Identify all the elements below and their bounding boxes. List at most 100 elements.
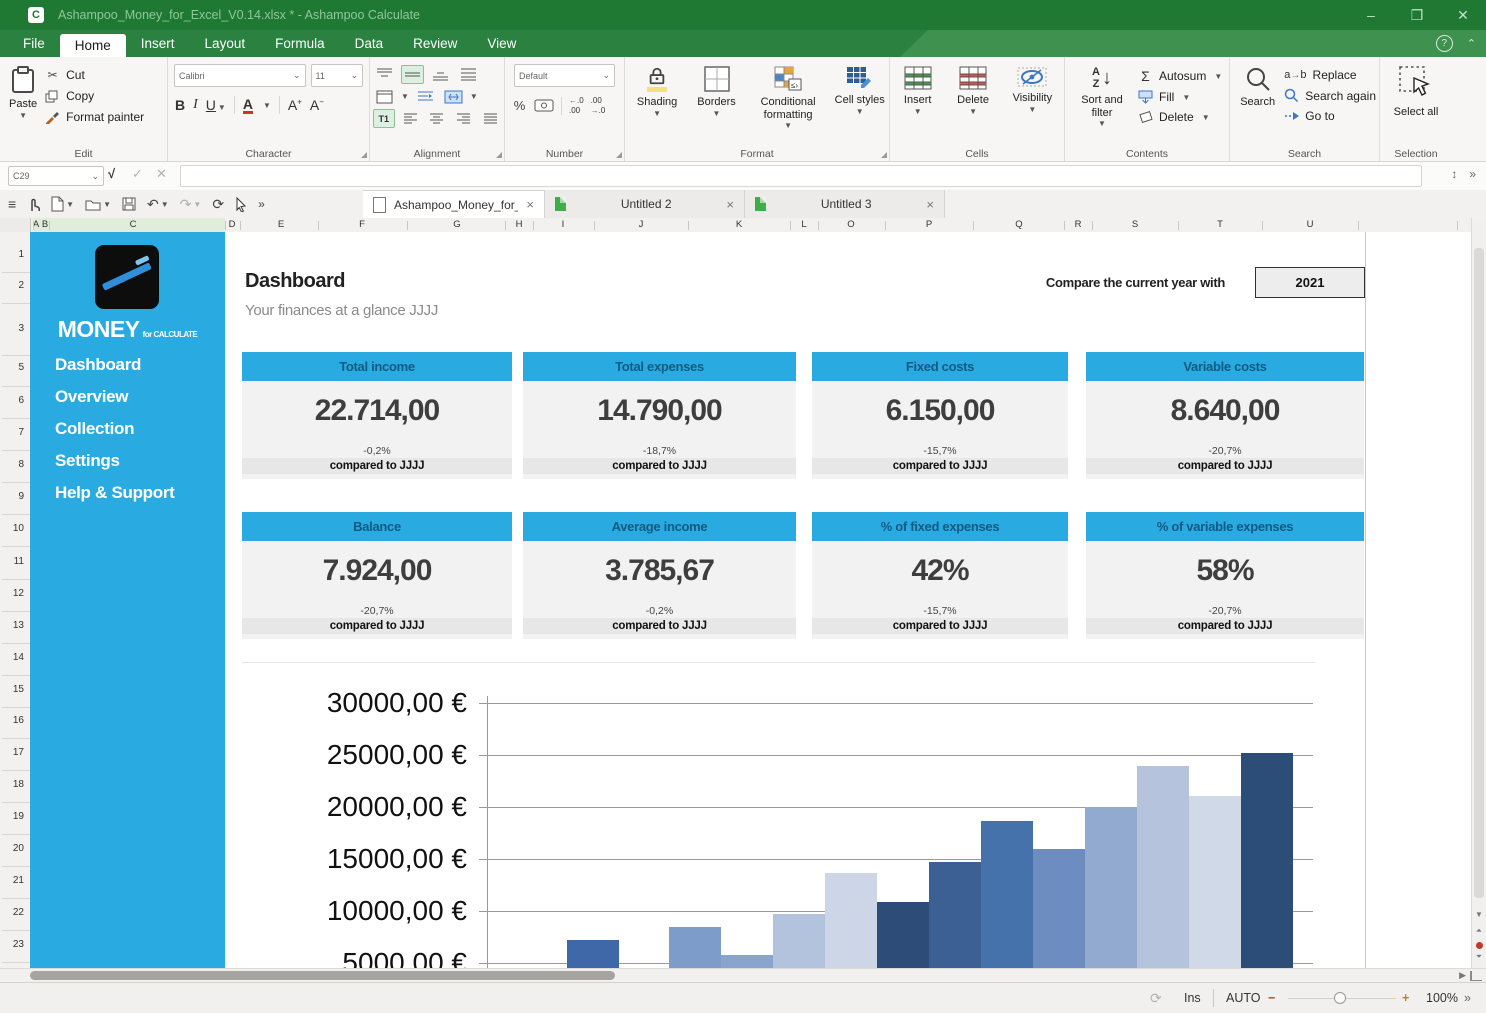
row-header-6[interactable]: 6 [18, 395, 24, 406]
horizontal-scrollbar[interactable]: ▶ [0, 968, 1486, 982]
overflow-icon[interactable]: » [1469, 167, 1476, 181]
save-icon[interactable] [122, 197, 136, 211]
close-tab-icon[interactable]: × [926, 197, 934, 212]
maximize-button[interactable]: ❒ [1394, 0, 1440, 30]
row-header-12[interactable]: 12 [13, 588, 24, 599]
dropdown-caret-icon[interactable]: ▼ [218, 103, 226, 112]
font-size-select[interactable]: 11⌄ [311, 64, 363, 87]
row-header-21[interactable]: 21 [13, 875, 24, 886]
format-frame-icon[interactable] [373, 87, 396, 106]
function-wizard-icon[interactable]: √ [108, 166, 115, 181]
statusbar-overflow-icon[interactable]: » [1464, 983, 1471, 1013]
scroll-right-icon[interactable]: ▶ [1459, 970, 1466, 981]
dropdown-caret-icon[interactable]: ▼ [1202, 113, 1210, 122]
row-header-7[interactable]: 7 [18, 427, 24, 438]
dropdown-caret-icon[interactable]: ▼ [914, 108, 922, 116]
row-header-19[interactable]: 19 [13, 811, 24, 822]
dropdown-caret-icon[interactable]: ▼ [19, 112, 27, 120]
menu-tab-home[interactable]: Home [60, 34, 126, 57]
bold-button[interactable]: B [175, 97, 185, 113]
add-decimal-icon[interactable]: ←.0.00 [569, 96, 584, 115]
zoom-in-button[interactable]: + [1402, 983, 1409, 1013]
scroll-down-icon[interactable]: ▼ [1472, 910, 1486, 919]
collapse-ribbon-icon[interactable]: ⌃ [1467, 37, 1476, 50]
recalculate-icon[interactable]: ⟳ [1150, 983, 1162, 1013]
format-painter-button[interactable]: Format painter [45, 110, 144, 124]
align-middle-icon[interactable] [401, 65, 424, 84]
vertical-scrollbar-thumb[interactable] [1474, 248, 1484, 898]
row-header-14[interactable]: 14 [13, 652, 24, 663]
align-bottom-icon[interactable] [429, 65, 452, 84]
select-all-corner[interactable] [0, 218, 31, 232]
sidebar-item-settings[interactable]: Settings [30, 445, 225, 477]
row-header-13[interactable]: 13 [13, 620, 24, 631]
row-header-1[interactable]: 1 [18, 249, 24, 260]
formula-input[interactable] [180, 165, 1422, 187]
currency-icon[interactable] [534, 99, 554, 112]
dropdown-caret-icon[interactable]: ▼ [856, 108, 864, 116]
help-icon[interactable]: ? [1436, 35, 1453, 52]
dropdown-caret-icon[interactable]: ▼ [653, 110, 661, 118]
cut-button[interactable]: ✂Cut [45, 68, 144, 82]
row-header-10[interactable]: 10 [13, 523, 24, 534]
align-center-icon[interactable] [426, 109, 448, 128]
column-header-o[interactable]: O [847, 219, 854, 230]
horizontal-scrollbar-thumb[interactable] [30, 971, 615, 980]
column-header-s[interactable]: S [1132, 219, 1138, 230]
sidebar-item-help-support[interactable]: Help & Support [30, 477, 225, 509]
spreadsheet-grid[interactable]: 123567891011121314151617181920212223 MON… [0, 232, 1471, 968]
shrink-font-button[interactable]: A− [310, 97, 324, 113]
dropdown-caret-icon[interactable]: ▼ [969, 108, 977, 116]
go-to-button[interactable]: Go to [1284, 109, 1376, 123]
dropdown-caret-icon[interactable]: ▼ [193, 201, 201, 209]
autosum-button[interactable]: ΣAutosum▼ [1138, 68, 1222, 84]
close-tab-icon[interactable]: × [726, 197, 734, 212]
dropdown-caret-icon[interactable]: ▼ [1098, 120, 1106, 128]
column-header-k[interactable]: K [736, 219, 742, 230]
row-header-23[interactable]: 23 [13, 939, 24, 950]
new-document-icon[interactable]: ▼ [51, 196, 74, 212]
row-header-5[interactable]: 5 [18, 362, 24, 373]
dropdown-caret-icon[interactable]: ▼ [66, 201, 74, 209]
compare-year-input[interactable]: 2021 [1255, 267, 1365, 298]
font-color-button[interactable]: A [243, 96, 253, 114]
row-header-3[interactable]: 3 [18, 323, 24, 334]
align-top-icon[interactable] [373, 65, 396, 84]
visibility-button[interactable]: Visibility ▼ [1004, 62, 1061, 144]
row-header-9[interactable]: 9 [18, 491, 24, 502]
accept-icon[interactable]: ✓ [132, 166, 143, 182]
sidebar-item-dashboard[interactable]: Dashboard [30, 349, 225, 381]
borders-button[interactable]: Borders ▼ [690, 62, 743, 144]
row-header-15[interactable]: 15 [13, 684, 24, 695]
column-header-r[interactable]: R [1075, 219, 1082, 230]
dropdown-caret-icon[interactable]: ▼ [784, 122, 792, 130]
refresh-icon[interactable]: ⟳ [212, 196, 224, 213]
dropdown-caret-icon[interactable]: ▼ [713, 110, 721, 118]
dropdown-caret-icon[interactable]: ▼ [1028, 106, 1036, 114]
copy-button[interactable]: Copy [45, 89, 144, 103]
justify-vertical-icon[interactable] [457, 65, 480, 84]
row-header-20[interactable]: 20 [13, 843, 24, 854]
zoom-out-button[interactable]: − [1268, 983, 1275, 1013]
row-header-8[interactable]: 8 [18, 459, 24, 470]
column-header-b[interactable]: B [42, 219, 48, 230]
wrap-text-icon[interactable] [414, 87, 437, 106]
dropdown-caret-icon[interactable]: ▼ [103, 201, 111, 209]
row-header-18[interactable]: 18 [13, 779, 24, 790]
open-file-icon[interactable]: ▼ [85, 198, 111, 211]
column-header-c[interactable]: C [130, 219, 137, 230]
align-right-icon[interactable] [453, 109, 475, 128]
insert-cells-button[interactable]: Insert ▼ [893, 62, 942, 144]
row-header-16[interactable]: 16 [13, 715, 24, 726]
zoom-level[interactable]: 100% [1426, 983, 1458, 1013]
recalc-mode-indicator[interactable]: AUTO [1226, 983, 1261, 1013]
merge-cells-icon[interactable] [442, 87, 465, 106]
undo-icon[interactable]: ↶▼ [147, 196, 169, 213]
delete-cells-button[interactable]: Delete ▼ [948, 62, 997, 144]
search-button[interactable]: Search [1237, 62, 1278, 144]
column-header-u[interactable]: U [1307, 219, 1314, 230]
hamburger-menu-icon[interactable]: ≡ [8, 196, 16, 212]
zoom-slider-knob[interactable] [1334, 992, 1346, 1004]
column-header-f[interactable]: F [359, 219, 365, 230]
toolbar-overflow-icon[interactable]: » [258, 197, 265, 211]
